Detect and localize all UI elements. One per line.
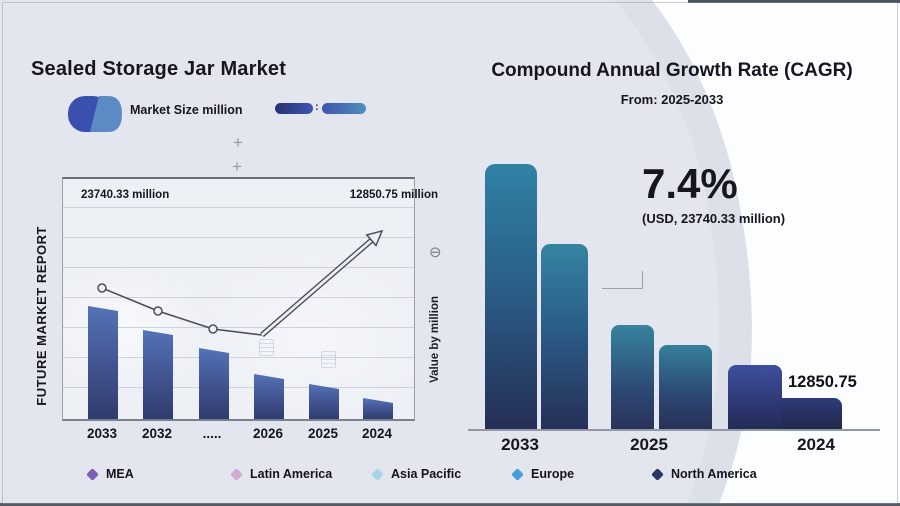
gradient-pill-icon <box>322 103 366 114</box>
value-2024-label: 12850.75 <box>788 373 857 391</box>
bar-2026 <box>254 374 284 419</box>
market-size-label: Market Size million <box>130 103 243 117</box>
gridlines <box>63 207 414 417</box>
plus-decor-icon: + <box>232 157 242 176</box>
max-value-annotation: 23740.33 million <box>81 189 170 201</box>
bar-middle-years <box>199 348 229 419</box>
x-tick-2033: 2033 <box>86 426 118 441</box>
x-tick-2024: 2024 <box>797 435 835 454</box>
legend-diamond-icon <box>371 467 384 481</box>
legend-item-latin-america: Latin America <box>230 466 333 482</box>
legend-item-north-america: North America <box>651 466 757 482</box>
pill-separator: : <box>315 101 319 113</box>
legend-label: Asia Pacific <box>391 467 462 481</box>
cagr-bar-2025-a <box>611 325 654 431</box>
x-tick-2032: 2032 <box>141 426 173 441</box>
legend-item-asia-pacific: Asia Pacific <box>371 466 462 482</box>
gradient-pill-icon <box>275 103 313 114</box>
legend-diamond-icon <box>86 467 99 481</box>
legend-item-mea: MEA <box>86 466 134 482</box>
legend-diamond-icon <box>230 467 243 481</box>
legend-label: Latin America <box>250 467 333 481</box>
bottom-edge-strip <box>0 503 900 506</box>
document-watermark-icon <box>321 351 336 368</box>
right-chart-title: Compound Annual Growth Rate (CAGR) <box>491 60 853 81</box>
right-chart-subtitle: From: 2025-2033 <box>620 92 724 107</box>
cagr-bar-2033-a <box>485 164 537 431</box>
bar-2024 <box>363 398 393 419</box>
cagr-bar-2024-a <box>728 365 782 431</box>
right-chart-baseline <box>468 429 880 431</box>
legend-label: Europe <box>531 467 575 481</box>
cagr-value: 7.4% <box>642 160 738 207</box>
cagr-bar-2024-b <box>782 398 842 431</box>
left-chart-plot-area: 23740.33 million 12850.75 million <box>62 177 438 421</box>
x-tick-2033: 2033 <box>501 435 539 454</box>
legend-label: MEA <box>106 467 134 481</box>
legend-label: North America <box>671 467 757 481</box>
bar-2032 <box>143 330 173 419</box>
bar-2025 <box>309 384 339 419</box>
trend-line-and-arrow <box>97 229 384 338</box>
x-tick-2026: 2026 <box>252 426 284 441</box>
cagr-bar-2025-b <box>659 345 712 431</box>
x-tick-dots: ..... <box>202 426 222 441</box>
minus-circle-icon: ⊖ <box>429 244 442 261</box>
legend-diamond-icon <box>511 467 524 481</box>
left-bars-group <box>63 179 414 419</box>
top-edge-strip <box>688 0 900 3</box>
x-tick-2025: 2025 <box>307 426 339 441</box>
legend-item-europe: Europe <box>511 466 575 482</box>
x-tick-2025: 2025 <box>630 435 668 454</box>
plus-decor-icon: + <box>233 133 243 152</box>
x-tick-2024: 2024 <box>361 426 393 441</box>
legend-diamond-icon <box>651 467 664 481</box>
cagr-bar-2033-b <box>541 244 588 431</box>
cagr-usd-note: (USD, 23740.33 million) <box>642 211 786 226</box>
left-chart-title: Sealed Storage Jar Market <box>31 58 287 80</box>
bar-2033 <box>88 306 118 419</box>
storage-jar-icon <box>66 93 124 140</box>
min-value-annotation: 12850.75 million <box>349 189 438 201</box>
corner-line-decor <box>602 271 643 289</box>
document-watermark-icon <box>259 339 274 356</box>
